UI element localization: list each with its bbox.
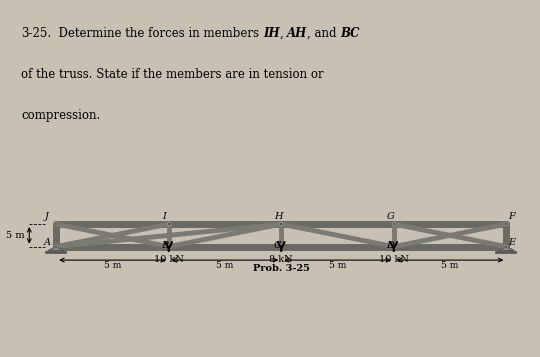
Text: H: H [274, 212, 283, 221]
Circle shape [505, 246, 507, 247]
Text: 3-25.: 3-25. [21, 27, 51, 40]
Circle shape [168, 223, 170, 225]
Text: IH: IH [263, 27, 280, 40]
Polygon shape [49, 247, 64, 251]
Text: A: A [44, 238, 51, 247]
Text: AH: AH [287, 27, 307, 40]
Text: 10 kN: 10 kN [154, 255, 184, 264]
Text: compression.: compression. [21, 109, 100, 122]
Text: Determine the forces in members: Determine the forces in members [51, 27, 263, 40]
Text: D: D [386, 241, 394, 250]
Text: B: B [161, 241, 168, 250]
Text: E: E [509, 238, 516, 247]
Circle shape [393, 223, 395, 225]
Text: 8 kN: 8 kN [269, 255, 293, 264]
Circle shape [280, 246, 282, 247]
Circle shape [168, 246, 170, 247]
Text: C: C [273, 241, 281, 250]
Text: J: J [45, 212, 49, 221]
Text: Prob. 3-25: Prob. 3-25 [253, 264, 309, 273]
Text: 5 m: 5 m [441, 261, 458, 270]
Circle shape [280, 223, 282, 225]
Text: G: G [387, 212, 395, 221]
Text: of the truss. State if the members are in tension or: of the truss. State if the members are i… [21, 68, 324, 81]
Circle shape [56, 246, 57, 247]
Text: , and: , and [307, 27, 341, 40]
Text: F: F [509, 212, 515, 221]
Text: 5 m: 5 m [217, 261, 234, 270]
Text: 5 m: 5 m [104, 261, 121, 270]
Text: 10 kN: 10 kN [379, 255, 409, 264]
Circle shape [393, 246, 395, 247]
Text: BC: BC [341, 27, 360, 40]
Polygon shape [498, 247, 514, 251]
Circle shape [505, 223, 507, 225]
Circle shape [56, 223, 57, 225]
Text: I: I [162, 212, 166, 221]
Text: 5 m: 5 m [329, 261, 346, 270]
Text: 5 m: 5 m [6, 231, 25, 240]
Text: ,: , [280, 27, 287, 40]
